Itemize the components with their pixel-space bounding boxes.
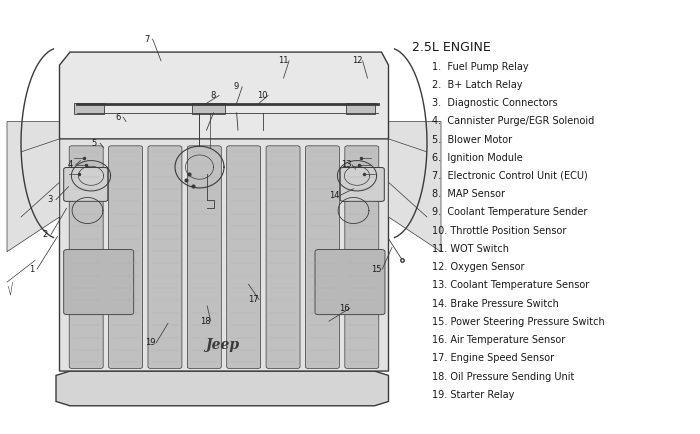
Text: 18: 18 [199, 317, 211, 326]
Polygon shape [56, 371, 388, 406]
FancyBboxPatch shape [340, 168, 384, 201]
FancyBboxPatch shape [345, 146, 379, 368]
Text: 19. Starter Relay: 19. Starter Relay [432, 390, 514, 400]
Text: 17. Engine Speed Sensor: 17. Engine Speed Sensor [432, 353, 554, 363]
Text: 7.  Electronic Control Unit (ECU): 7. Electronic Control Unit (ECU) [432, 171, 587, 181]
Text: 1: 1 [29, 265, 34, 273]
Polygon shape [389, 122, 441, 252]
FancyBboxPatch shape [266, 146, 300, 368]
Text: 19: 19 [146, 339, 155, 347]
FancyBboxPatch shape [188, 146, 221, 368]
FancyBboxPatch shape [64, 168, 108, 201]
Text: 15. Power Steering Pressure Switch: 15. Power Steering Pressure Switch [432, 317, 605, 327]
Text: 9.  Coolant Temperature Sender: 9. Coolant Temperature Sender [432, 207, 587, 217]
Polygon shape [60, 130, 388, 371]
Text: 15: 15 [372, 265, 382, 273]
Text: 13. Coolant Temperature Sensor: 13. Coolant Temperature Sensor [432, 280, 589, 290]
Text: 6.  Ignition Module: 6. Ignition Module [432, 153, 523, 163]
Polygon shape [7, 122, 60, 252]
Text: 18. Oil Pressure Sending Unit: 18. Oil Pressure Sending Unit [432, 372, 574, 381]
Text: 11: 11 [279, 56, 288, 65]
Text: 11. WOT Switch: 11. WOT Switch [432, 244, 509, 254]
Text: 16. Air Temperature Sensor: 16. Air Temperature Sensor [432, 335, 565, 345]
FancyBboxPatch shape [108, 146, 143, 368]
FancyBboxPatch shape [315, 250, 385, 315]
Text: 6: 6 [115, 113, 120, 122]
Text: 13: 13 [341, 161, 352, 169]
FancyBboxPatch shape [227, 146, 260, 368]
FancyBboxPatch shape [346, 103, 375, 114]
Text: 12: 12 [351, 56, 363, 65]
Text: 4.  Cannister Purge/EGR Solenoid: 4. Cannister Purge/EGR Solenoid [432, 116, 594, 126]
Text: 2.5L ENGINE: 2.5L ENGINE [412, 41, 491, 54]
Text: Jeep: Jeep [206, 338, 239, 352]
Text: 14. Brake Pressure Switch: 14. Brake Pressure Switch [432, 299, 559, 309]
Text: 3.  Diagnostic Connectors: 3. Diagnostic Connectors [432, 98, 557, 108]
Text: 10. Throttle Position Sensor: 10. Throttle Position Sensor [432, 226, 566, 236]
Text: 9: 9 [234, 82, 239, 91]
Text: 10: 10 [258, 91, 267, 100]
Text: 12. Oxygen Sensor: 12. Oxygen Sensor [432, 262, 524, 272]
Text: 5.  Blower Motor: 5. Blower Motor [432, 135, 512, 145]
Text: 1.  Fuel Pump Relay: 1. Fuel Pump Relay [432, 62, 528, 72]
Text: 5: 5 [92, 139, 97, 148]
FancyBboxPatch shape [69, 146, 103, 368]
FancyBboxPatch shape [148, 146, 182, 368]
Text: 3: 3 [48, 195, 53, 204]
FancyBboxPatch shape [64, 250, 134, 315]
FancyBboxPatch shape [305, 146, 340, 368]
Text: 2: 2 [43, 230, 48, 239]
Text: 2.  B+ Latch Relay: 2. B+ Latch Relay [432, 80, 522, 90]
FancyBboxPatch shape [74, 103, 104, 114]
Text: 17: 17 [248, 295, 259, 304]
Text: 8.  MAP Sensor: 8. MAP Sensor [432, 189, 505, 199]
Text: 7: 7 [144, 35, 150, 43]
Text: 4: 4 [67, 161, 73, 169]
Text: 16: 16 [339, 304, 350, 312]
Text: 8: 8 [211, 91, 216, 100]
Text: 14: 14 [329, 191, 340, 200]
FancyBboxPatch shape [192, 103, 225, 114]
Polygon shape [60, 52, 388, 139]
